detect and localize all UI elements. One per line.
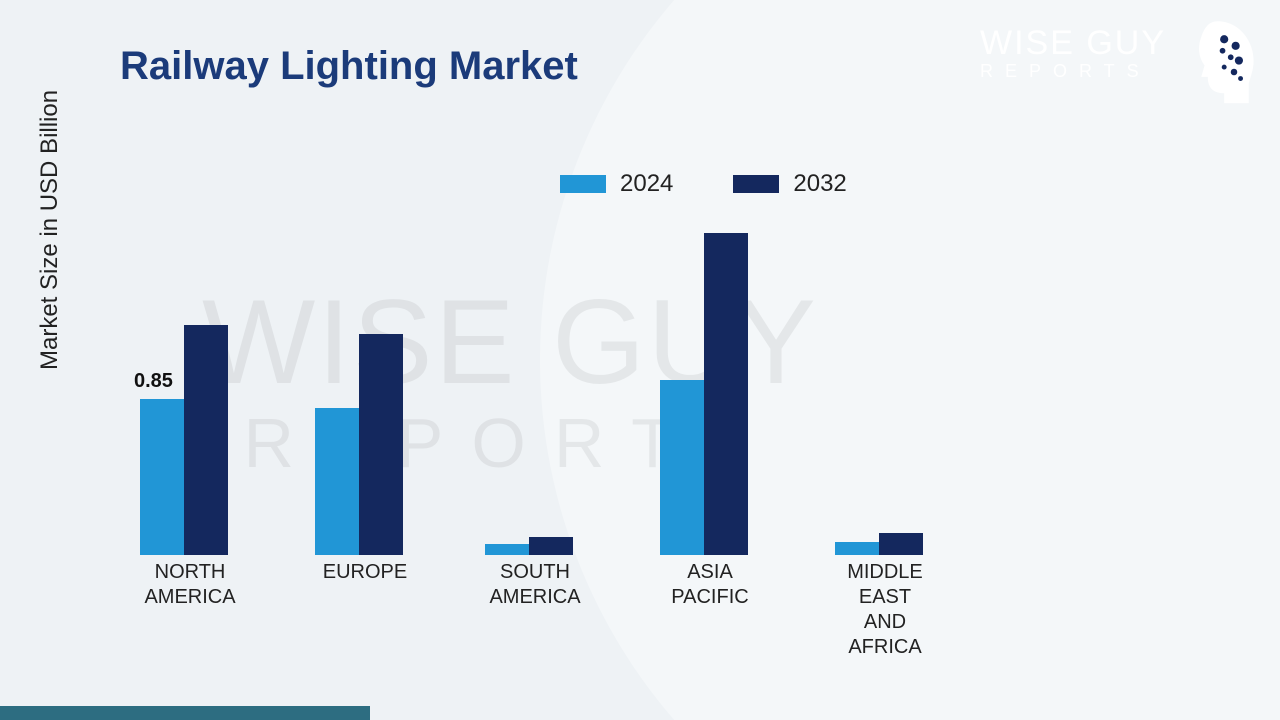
bar-series-a (140, 399, 184, 555)
bar-value-label: 0.85 (134, 370, 173, 393)
category-label: MIDDLEEASTANDAFRICA (805, 560, 965, 660)
bar-series-b (704, 233, 748, 555)
category-label: EUROPE (285, 560, 445, 585)
legend-swatch-2024 (560, 175, 606, 193)
bar-series-b (879, 533, 923, 555)
legend-item-2032: 2032 (733, 170, 846, 198)
bar-series-a (660, 380, 704, 555)
legend: 2024 2032 (560, 170, 847, 198)
logo-head-icon (1174, 18, 1258, 108)
bar-series-a (835, 542, 879, 555)
bar-series-a (485, 544, 529, 555)
legend-swatch-2032 (733, 175, 779, 193)
category-label: ASIAPACIFIC (630, 560, 790, 610)
chart-title: Railway Lighting Market (120, 44, 578, 89)
legend-item-2024: 2024 (560, 170, 673, 198)
legend-label-2024: 2024 (620, 170, 673, 198)
category-label: NORTHAMERICA (110, 560, 270, 610)
footer-accent-bar (0, 706, 370, 720)
legend-label-2032: 2032 (793, 170, 846, 198)
category-label: SOUTHAMERICA (455, 560, 615, 610)
brand-logo: WISE GUY REPORTS (980, 24, 1250, 82)
chart-canvas: WISE GUY REPORTS Railway Lighting Market… (0, 0, 1280, 720)
y-axis-label: Market Size in USD Billion (36, 90, 64, 370)
bar-chart: 0.85 (130, 215, 970, 555)
bar-series-b (359, 334, 403, 555)
bar-series-b (529, 537, 573, 555)
bar-series-a (315, 408, 359, 555)
bar-series-b (184, 325, 228, 555)
